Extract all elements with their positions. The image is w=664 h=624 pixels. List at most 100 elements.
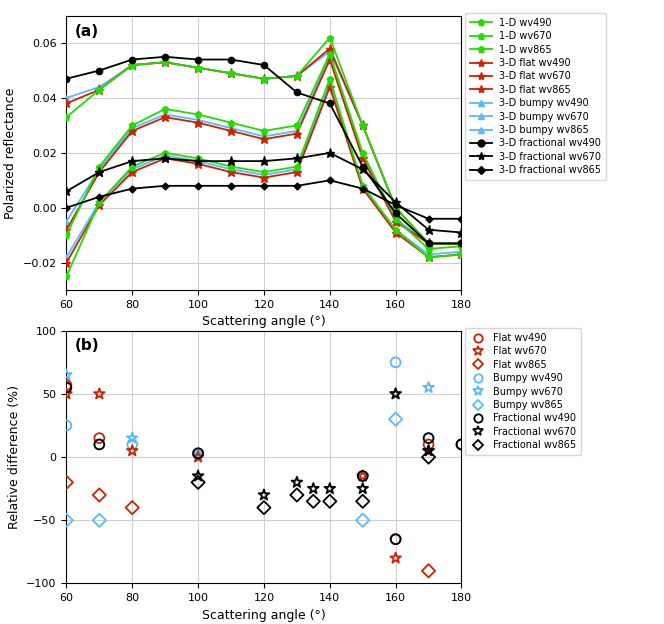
3-D fractional wv670 <box>260 157 268 165</box>
3-D flat wv670 <box>62 226 70 233</box>
3-D bumpy wv490 <box>457 240 465 247</box>
1-D wv490 <box>424 240 432 247</box>
3-D flat wv865 <box>128 168 136 176</box>
3-D fractional wv865 <box>227 182 235 190</box>
3-D fractional wv670 <box>62 188 70 195</box>
Point <box>456 439 467 449</box>
3-D fractional wv490 <box>260 61 268 69</box>
Point <box>423 433 434 443</box>
3-D flat wv490 <box>293 72 301 80</box>
1-D wv865 <box>227 163 235 170</box>
Line: 3-D flat wv670: 3-D flat wv670 <box>62 55 466 248</box>
3-D flat wv490 <box>457 240 465 247</box>
Point <box>61 477 72 487</box>
Point <box>61 389 72 399</box>
3-D flat wv670 <box>161 114 169 121</box>
3-D flat wv670 <box>227 127 235 135</box>
3-D bumpy wv490 <box>227 69 235 77</box>
1-D wv670 <box>359 149 367 157</box>
3-D bumpy wv865 <box>96 198 104 206</box>
1-D wv670 <box>96 163 104 170</box>
3-D flat wv865 <box>424 253 432 261</box>
Point <box>193 448 203 458</box>
3-D fractional wv865 <box>260 182 268 190</box>
Point <box>291 490 302 500</box>
3-D bumpy wv490 <box>96 83 104 90</box>
Text: (b): (b) <box>74 338 99 353</box>
3-D bumpy wv670 <box>326 53 334 61</box>
1-D wv670 <box>161 105 169 113</box>
1-D wv490 <box>457 240 465 247</box>
1-D wv865 <box>359 182 367 190</box>
3-D bumpy wv490 <box>128 61 136 69</box>
Point <box>127 433 137 443</box>
3-D fractional wv670 <box>359 165 367 173</box>
1-D wv490 <box>96 86 104 94</box>
1-D wv865 <box>392 226 400 233</box>
Line: 3-D flat wv490: 3-D flat wv490 <box>62 44 466 248</box>
3-D flat wv865 <box>260 174 268 182</box>
Point <box>308 484 319 494</box>
3-D bumpy wv490 <box>62 94 70 102</box>
3-D flat wv670 <box>457 240 465 247</box>
3-D fractional wv670 <box>293 155 301 162</box>
1-D wv490 <box>62 114 70 121</box>
Point <box>423 439 434 449</box>
Line: 1-D wv670: 1-D wv670 <box>63 51 465 252</box>
Point <box>61 515 72 525</box>
3-D fractional wv865 <box>128 185 136 192</box>
3-D bumpy wv670 <box>457 240 465 247</box>
Point <box>94 439 105 449</box>
1-D wv670 <box>128 122 136 129</box>
3-D flat wv865 <box>96 202 104 209</box>
3-D fractional wv670 <box>457 229 465 236</box>
1-D wv670 <box>62 232 70 239</box>
Point <box>357 471 368 481</box>
3-D flat wv490 <box>326 45 334 52</box>
3-D flat wv490 <box>128 61 136 69</box>
1-D wv670 <box>293 122 301 129</box>
3-D fractional wv865 <box>293 182 301 190</box>
3-D bumpy wv670 <box>293 127 301 135</box>
3-D fractional wv865 <box>457 215 465 223</box>
Point <box>325 496 335 506</box>
1-D wv490 <box>293 72 301 80</box>
3-D fractional wv490 <box>227 56 235 63</box>
3-D fractional wv865 <box>62 204 70 212</box>
Point <box>357 471 368 481</box>
Point <box>357 484 368 494</box>
3-D bumpy wv670 <box>260 133 268 140</box>
Point <box>61 370 72 380</box>
1-D wv670 <box>260 127 268 135</box>
Point <box>193 471 203 481</box>
3-D fractional wv865 <box>326 177 334 184</box>
3-D bumpy wv670 <box>62 218 70 225</box>
Point <box>423 446 434 456</box>
3-D flat wv670 <box>424 240 432 247</box>
Point <box>193 477 203 487</box>
Line: 3-D fractional wv490: 3-D fractional wv490 <box>63 54 465 246</box>
3-D fractional wv490 <box>62 75 70 82</box>
3-D fractional wv490 <box>194 56 202 63</box>
1-D wv865 <box>194 155 202 162</box>
Point <box>390 414 401 424</box>
3-D flat wv865 <box>457 251 465 258</box>
Point <box>423 452 434 462</box>
3-D flat wv865 <box>359 185 367 192</box>
1-D wv490 <box>260 75 268 82</box>
3-D fractional wv865 <box>96 193 104 200</box>
3-D flat wv865 <box>62 259 70 266</box>
Line: 3-D fractional wv670: 3-D fractional wv670 <box>62 149 466 237</box>
3-D flat wv865 <box>392 229 400 236</box>
Point <box>258 490 269 500</box>
3-D flat wv865 <box>194 160 202 168</box>
3-D bumpy wv670 <box>194 116 202 124</box>
Point <box>357 471 368 481</box>
3-D flat wv670 <box>392 218 400 225</box>
3-D flat wv490 <box>260 75 268 82</box>
3-D bumpy wv670 <box>392 215 400 223</box>
3-D bumpy wv865 <box>326 80 334 88</box>
Point <box>61 421 72 431</box>
Point <box>357 471 368 481</box>
3-D flat wv670 <box>96 168 104 176</box>
